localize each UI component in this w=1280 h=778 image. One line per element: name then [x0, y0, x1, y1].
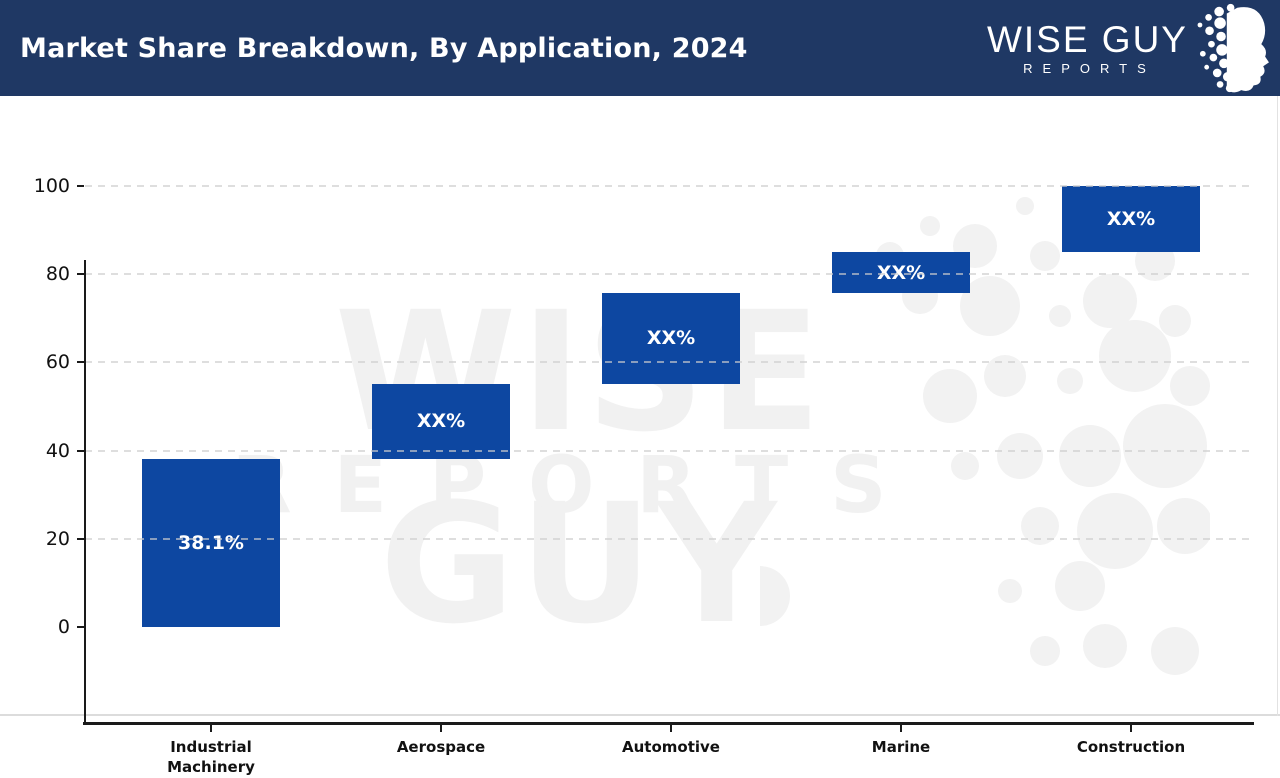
x-axis-line	[83, 722, 1254, 725]
gridline-60	[85, 361, 1254, 364]
x-tick-mark-3	[900, 725, 902, 732]
gridline-100	[85, 185, 1254, 187]
bar-value-label: 38.1%	[178, 531, 244, 554]
x-tick-label-industrial-machinery: Industrial Machinery	[167, 738, 255, 777]
y-tick-label-40: 40	[45, 439, 70, 462]
bar-automotive: XX%	[602, 293, 740, 384]
x-tick-label-aerospace: Aerospace	[396, 738, 486, 756]
bar-industrial-machinery: 38.1%	[142, 458, 280, 627]
y-tick-label-80: 80	[45, 263, 70, 286]
y-tick-label-0: 0	[57, 616, 70, 638]
logo-face-icon	[1197, 3, 1269, 93]
watermark-subtitle: REPORTS	[231, 441, 929, 531]
y-tick-mark-40	[77, 449, 84, 452]
figure-right-border	[1277, 96, 1278, 716]
figure-bottom-border	[0, 714, 1280, 716]
bar-aerospace: XX%	[372, 383, 510, 459]
y-tick-mark-100	[77, 185, 84, 187]
x-tick-label-marine: Marine	[871, 738, 931, 756]
y-tick-mark-20	[77, 537, 84, 540]
bar-value-label: XX%	[876, 261, 926, 284]
x-tick-mark-4	[1130, 725, 1132, 732]
bar-value-label: XX%	[646, 327, 696, 350]
gridline-20	[85, 537, 1254, 540]
gridline-80	[85, 273, 1254, 276]
report-header: Market Share Breakdown, By Application, …	[0, 0, 1280, 96]
y-tick-mark-80	[77, 273, 84, 276]
x-tick-mark-2	[670, 725, 672, 732]
y-axis-line	[84, 260, 86, 724]
bar-value-label: XX%	[1106, 208, 1156, 231]
waterfall-chart: WISE GUY REPORTS 0 20 40 60 80 100 38.1% XX% XX…	[0, 96, 1280, 776]
wise-guy-logo: WISE GUY REPORTS	[987, 2, 1270, 94]
gridline-40	[85, 449, 1254, 452]
logo-wordmark: WISE GUY	[986, 19, 1188, 60]
x-tick-label-construction: Construction	[1076, 738, 1186, 756]
logo-text: WISE GUY REPORTS	[987, 21, 1188, 75]
x-tick-mark-1	[440, 725, 442, 732]
page-title: Market Share Breakdown, By Application, …	[20, 32, 748, 64]
y-tick-label-100: 100	[33, 175, 70, 197]
logo-subtitle: REPORTS	[1023, 61, 1156, 76]
y-tick-mark-0	[77, 626, 84, 628]
y-tick-label-60: 60	[45, 351, 70, 374]
x-tick-label-automotive: Automotive	[622, 738, 720, 756]
y-tick-mark-60	[77, 361, 84, 364]
bar-construction: XX%	[1062, 186, 1200, 253]
bar-marine: XX%	[832, 252, 970, 294]
bar-value-label: XX%	[416, 410, 466, 433]
x-tick-mark-0	[210, 725, 212, 732]
y-tick-label-20: 20	[45, 527, 70, 550]
